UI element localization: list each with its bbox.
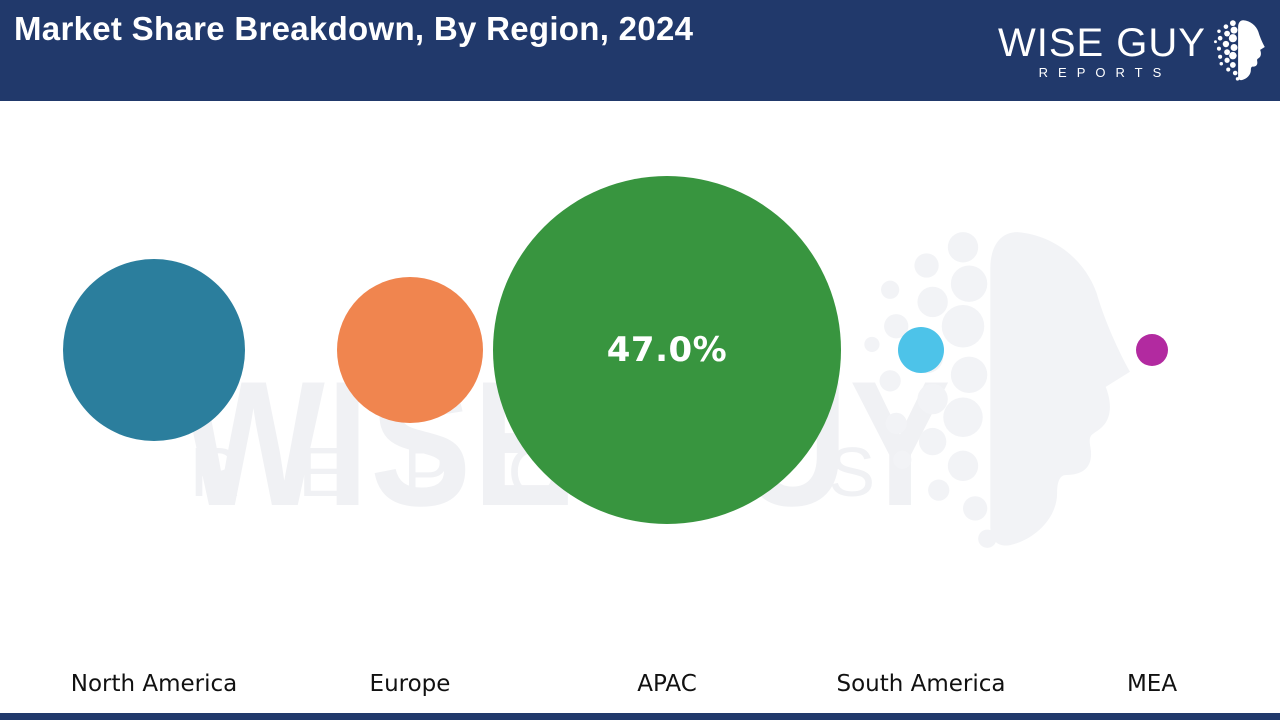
bubble-apac: 47.0%	[493, 176, 841, 524]
bubble-europe	[337, 277, 483, 423]
logo-wordmark: WISE GUY	[997, 21, 1206, 65]
category-label-south-america: South America	[836, 671, 1006, 697]
page-title: Market Share Breakdown, By Region, 2024	[14, 10, 694, 47]
logo-text: WISE GUY REPORTS	[998, 22, 1206, 80]
bubble-value-label-apac: 47.0%	[606, 330, 728, 370]
category-label-mea: MEA	[1126, 671, 1178, 697]
bubble-chart: WISE GUY REPORTS North AmericaEurope47.0…	[0, 101, 1280, 714]
wiseguy-logo: WISE GUY REPORTS	[998, 5, 1270, 97]
bubble-mea	[1136, 334, 1168, 366]
footer-band	[0, 713, 1280, 720]
watermark-head-icon	[864, 232, 1130, 548]
category-label-apac: APAC	[637, 671, 697, 697]
category-label-north-america: North America	[70, 671, 238, 697]
bubble-north-america	[63, 259, 245, 441]
category-label-europe: Europe	[369, 671, 451, 697]
dotted-head-logo-icon	[1214, 20, 1265, 81]
header-band: Market Share Breakdown, By Region, 2024 …	[0, 0, 1280, 101]
bubble-south-america	[898, 327, 944, 373]
logo-reports-label: REPORTS	[1038, 65, 1172, 80]
